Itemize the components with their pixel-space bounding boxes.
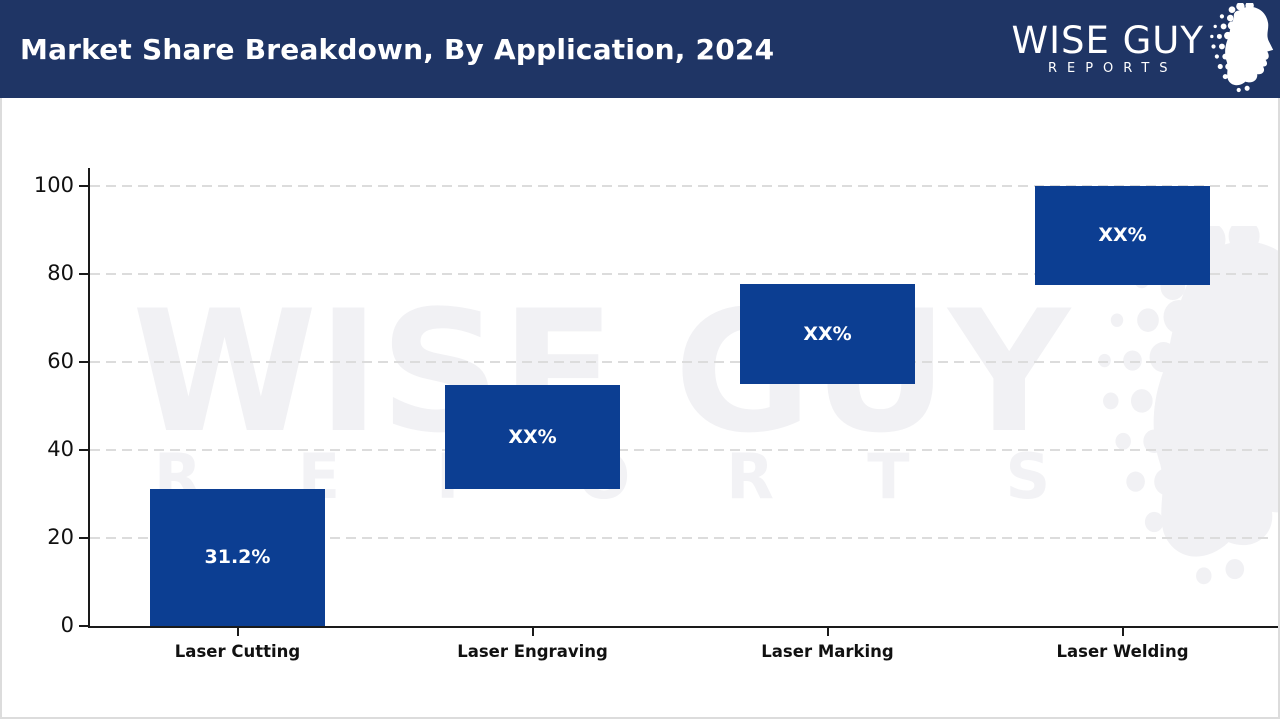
bar-value-label: XX% bbox=[508, 425, 557, 448]
bar-laser-cutting: 31.2% bbox=[149, 488, 326, 626]
bar-value-label: XX% bbox=[1098, 224, 1147, 247]
y-tick-mark bbox=[79, 536, 88, 539]
y-tick-label: 100 bbox=[33, 172, 74, 197]
chart-canvas: WISE GUY REPORTS 0 20 40 60 80 100 31.2% Laser … bbox=[0, 98, 1280, 719]
gridline-80 bbox=[90, 272, 1270, 275]
logo-subtitle: REPORTS bbox=[1047, 61, 1178, 77]
y-axis-line bbox=[88, 168, 90, 628]
x-tick-mark bbox=[826, 628, 829, 636]
x-tick-mark bbox=[236, 628, 239, 636]
plot-area: 0 20 40 60 80 100 31.2% Laser Cutting XX% Laser E… bbox=[34, 168, 1278, 661]
header-bar: Market Share Breakdown, By Application, … bbox=[0, 0, 1280, 98]
gridline-100 bbox=[90, 184, 1270, 187]
y-tick-label: 0 bbox=[60, 613, 74, 637]
x-category-label: Laser Marking bbox=[761, 642, 894, 661]
y-tick-label: 80 bbox=[47, 260, 74, 285]
y-tick-mark bbox=[79, 448, 88, 451]
x-axis-line bbox=[88, 626, 1278, 628]
y-tick-label: 20 bbox=[47, 524, 74, 549]
bar-value-label: XX% bbox=[803, 322, 852, 345]
bar-laser-welding: XX% bbox=[1034, 185, 1211, 285]
logo-name: WISE GUY bbox=[1011, 18, 1204, 62]
y-tick-mark bbox=[79, 625, 88, 627]
logo-text: WISE GUY REPORTS bbox=[1011, 18, 1204, 77]
x-tick-mark bbox=[1121, 628, 1124, 636]
y-tick-mark bbox=[79, 272, 88, 275]
bar-laser-marking: XX% bbox=[739, 283, 916, 384]
gridline-40 bbox=[90, 448, 1270, 451]
gridline-60 bbox=[90, 360, 1270, 363]
bar-laser-engraving: XX% bbox=[444, 385, 621, 489]
y-tick-mark bbox=[79, 184, 88, 187]
x-category-label: Laser Cutting bbox=[174, 642, 301, 661]
x-category-label: Laser Engraving bbox=[457, 642, 608, 661]
bar-value-label: 31.2% bbox=[204, 546, 271, 569]
gridline-20 bbox=[90, 536, 1270, 539]
dotted-head-icon bbox=[1190, 3, 1274, 95]
wise-guy-reports-logo: WISE GUY REPORTS bbox=[1012, 2, 1274, 96]
x-category-label: Laser Welding bbox=[1056, 642, 1189, 661]
y-tick-label: 40 bbox=[47, 436, 74, 461]
y-tick-mark bbox=[79, 360, 88, 363]
y-tick-label: 60 bbox=[47, 348, 74, 373]
page-title: Market Share Breakdown, By Application, … bbox=[20, 32, 775, 66]
x-tick-mark bbox=[531, 628, 534, 636]
